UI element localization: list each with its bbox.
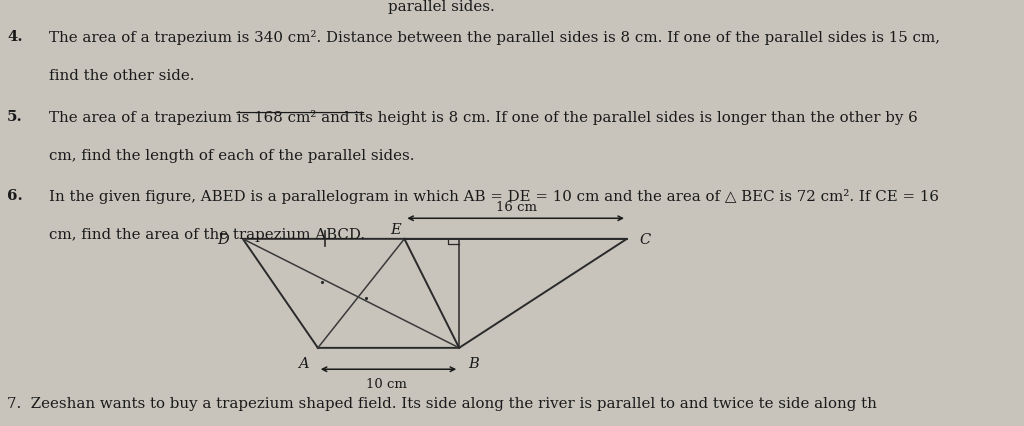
Text: cm, find the area of the trapezium ABCD.: cm, find the area of the trapezium ABCD.	[48, 228, 365, 242]
Text: 7.  Zeeshan wants to buy a trapezium shaped field. Its side along the river is p: 7. Zeeshan wants to buy a trapezium shap…	[7, 396, 877, 409]
Text: The area of a trapezium is 340 cm². Distance between the parallel sides is 8 cm.: The area of a trapezium is 340 cm². Dist…	[48, 30, 940, 45]
Text: In the given figure, ABED is a parallelogram in which AB = DE = 10 cm and the ar: In the given figure, ABED is a parallelo…	[48, 189, 939, 204]
Text: 16 cm: 16 cm	[496, 200, 537, 213]
Text: B: B	[468, 357, 478, 371]
Text: E: E	[390, 222, 400, 236]
Text: cm, find the length of each of the parallel sides.: cm, find the length of each of the paral…	[48, 149, 414, 163]
Text: find the other side.: find the other side.	[48, 69, 195, 83]
Text: parallel sides.: parallel sides.	[388, 0, 495, 14]
Text: 10 cm: 10 cm	[367, 377, 408, 390]
Text: C: C	[639, 232, 650, 246]
Text: 4.: 4.	[7, 30, 23, 44]
Text: A: A	[298, 357, 309, 371]
Text: 5.: 5.	[7, 110, 23, 124]
Text: D: D	[217, 232, 229, 246]
Text: The area of a trapezium is 168 cm² and its height is 8 cm. If one of the paralle: The area of a trapezium is 168 cm² and i…	[48, 110, 918, 125]
Text: 6.: 6.	[7, 189, 23, 203]
